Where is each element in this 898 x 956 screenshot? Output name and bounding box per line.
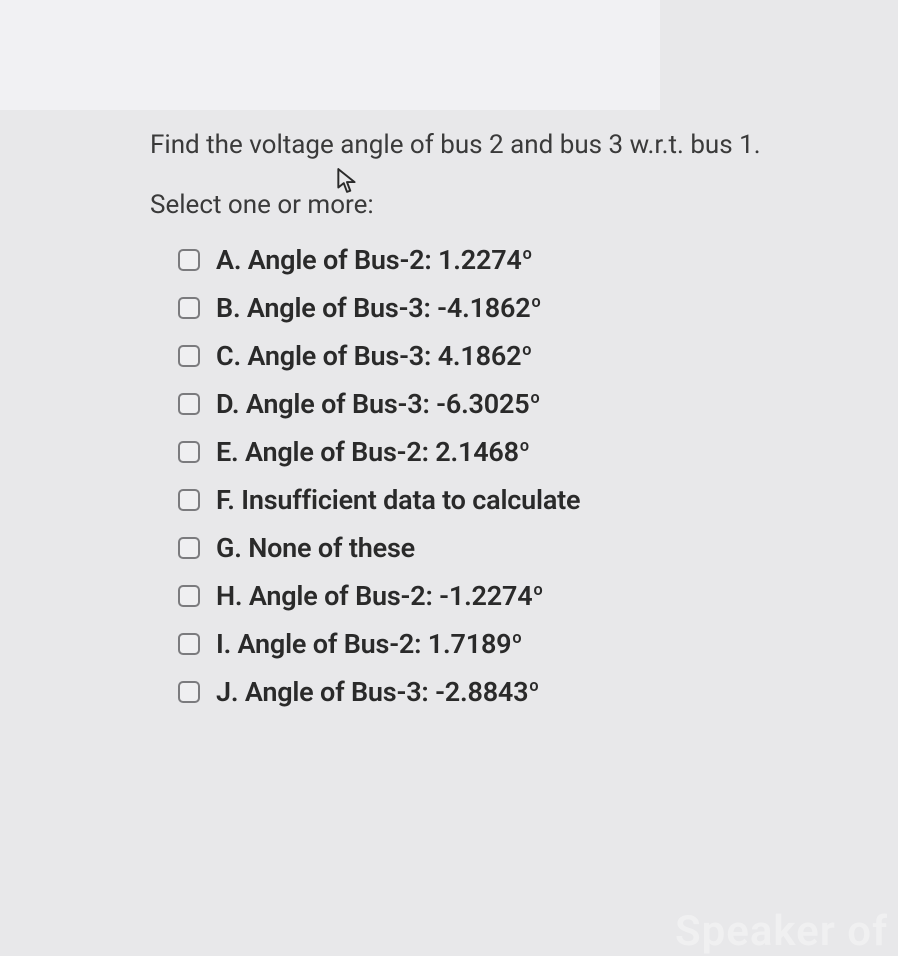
option-checkbox-b[interactable] xyxy=(178,297,200,319)
option-checkbox-i[interactable] xyxy=(178,633,200,655)
option-label: C. Angle of Bus-3: 4.1862o xyxy=(216,340,531,372)
option-label: J. Angle of Bus-3: -2.8843o xyxy=(216,676,538,708)
option-row[interactable]: I. Angle of Bus-2: 1.7189o xyxy=(178,620,878,668)
question-page: Find the voltage angle of bus 2 and bus … xyxy=(0,0,898,950)
option-label: E. Angle of Bus-2: 2.1468o xyxy=(216,436,529,468)
select-prompt-line: Select one or more: xyxy=(150,190,878,220)
option-label: B. Angle of Bus-3: -4.1862o xyxy=(216,292,540,324)
top-cutout-region xyxy=(0,0,660,110)
option-checkbox-f[interactable] xyxy=(178,489,200,511)
option-checkbox-h[interactable] xyxy=(178,585,200,607)
option-checkbox-c[interactable] xyxy=(178,345,200,367)
option-row[interactable]: A. Angle of Bus-2: 1.2274o xyxy=(178,236,878,284)
option-row[interactable]: B. Angle of Bus-3: -4.1862o xyxy=(178,284,878,332)
option-row[interactable]: E. Angle of Bus-2: 2.1468o xyxy=(178,428,878,476)
option-row[interactable]: H. Angle of Bus-2: -1.2274o xyxy=(178,572,878,620)
option-label: H. Angle of Bus-2: -1.2274o xyxy=(216,580,542,612)
option-label: D. Angle of Bus-3: -6.3025o xyxy=(216,388,539,420)
option-checkbox-e[interactable] xyxy=(178,441,200,463)
option-label: I. Angle of Bus-2: 1.7189o xyxy=(216,628,521,660)
question-content: Find the voltage angle of bus 2 and bus … xyxy=(150,130,878,716)
option-row[interactable]: D. Angle of Bus-3: -6.3025o xyxy=(178,380,878,428)
option-row[interactable]: G. None of these xyxy=(178,524,878,572)
question-text: Find the voltage angle of bus 2 and bus … xyxy=(150,130,878,160)
option-label: G. None of these xyxy=(216,532,415,564)
watermark: Speaker of xyxy=(675,907,888,956)
options-list: A. Angle of Bus-2: 1.2274o B. Angle of Bu… xyxy=(178,236,878,716)
select-prompt: Select one or more: xyxy=(150,190,374,220)
option-row[interactable]: C. Angle of Bus-3: 4.1862o xyxy=(178,332,878,380)
option-row[interactable]: F. Insufficient data to calculate xyxy=(178,476,878,524)
option-checkbox-g[interactable] xyxy=(178,537,200,559)
option-label: A. Angle of Bus-2: 1.2274o xyxy=(216,244,532,276)
option-row[interactable]: J. Angle of Bus-3: -2.8843o xyxy=(178,668,878,716)
option-checkbox-d[interactable] xyxy=(178,393,200,415)
option-label: F. Insufficient data to calculate xyxy=(216,484,580,516)
option-checkbox-a[interactable] xyxy=(178,249,200,271)
option-checkbox-j[interactable] xyxy=(178,681,200,703)
